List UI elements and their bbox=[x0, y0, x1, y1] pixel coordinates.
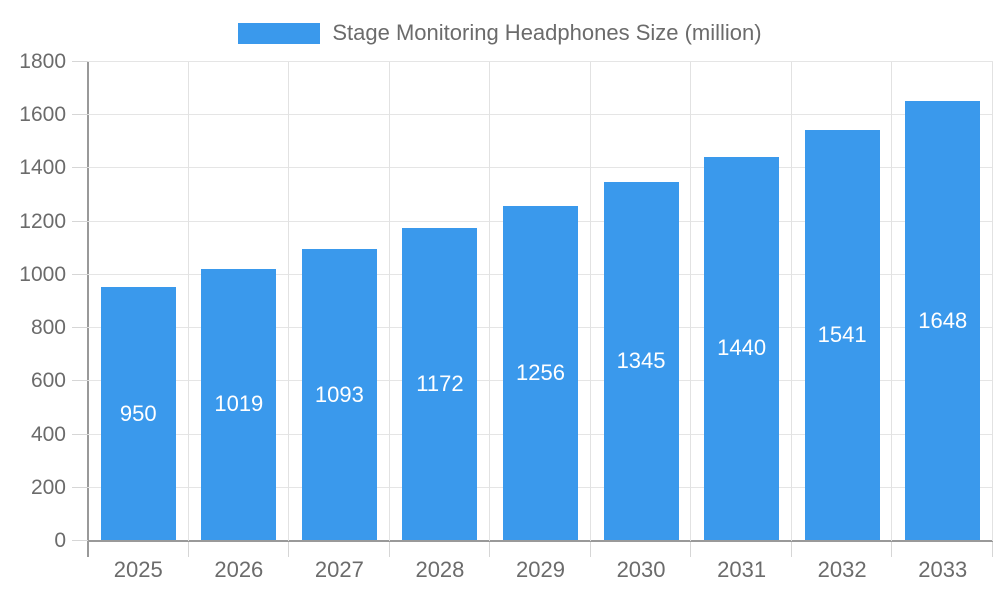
x-axis-label: 2031 bbox=[717, 557, 767, 582]
bar[interactable]: 1440 bbox=[704, 156, 780, 540]
x-axis-label: 2033 bbox=[918, 557, 968, 582]
bar-value-label: 1172 bbox=[416, 371, 464, 397]
y-axis-tick bbox=[72, 61, 88, 62]
x-gridline bbox=[790, 62, 792, 541]
x-axis-line bbox=[87, 540, 993, 542]
bar[interactable]: 1019 bbox=[201, 268, 277, 540]
bar[interactable]: 1541 bbox=[804, 129, 880, 540]
y-axis-tick bbox=[72, 540, 88, 541]
y-axis-label: 1000 bbox=[19, 262, 66, 286]
y-gridline bbox=[88, 61, 993, 62]
y-gridline bbox=[88, 114, 993, 116]
bar-value-label: 1019 bbox=[214, 391, 264, 417]
x-gridline bbox=[187, 62, 189, 541]
x-axis-tick bbox=[288, 542, 290, 557]
y-axis-tick bbox=[72, 380, 88, 382]
y-gridline bbox=[88, 167, 993, 169]
y-axis-label: 1600 bbox=[19, 103, 66, 127]
x-axis-label: 2026 bbox=[214, 557, 264, 582]
bar[interactable]: 950 bbox=[100, 287, 176, 540]
y-axis-label: 400 bbox=[30, 422, 66, 446]
x-axis-label: 2029 bbox=[516, 557, 565, 582]
x-axis-tick bbox=[790, 542, 792, 557]
x-axis-tick bbox=[388, 542, 390, 557]
bar-value-label: 1093 bbox=[314, 381, 364, 407]
y-axis-tick bbox=[72, 167, 88, 169]
x-axis-tick bbox=[489, 542, 491, 557]
bar[interactable]: 1256 bbox=[503, 205, 578, 540]
y-axis-label: 600 bbox=[30, 369, 66, 393]
plot-area: 950 1019 1093 1172 1256 1345 1440 1541 1648 bbox=[72, 61, 993, 557]
x-gridline bbox=[388, 62, 390, 541]
y-axis-tick bbox=[72, 220, 88, 222]
x-axis-label: 2030 bbox=[616, 557, 666, 582]
bar-value-label: 1440 bbox=[717, 335, 767, 361]
x-axis-label: 2032 bbox=[817, 557, 867, 582]
x-gridline bbox=[992, 62, 993, 541]
legend-label: Stage Monitoring Headphones Size (millio… bbox=[332, 20, 762, 45]
x-gridline bbox=[589, 62, 591, 541]
x-gridline bbox=[288, 62, 290, 541]
bar-value-label: 950 bbox=[119, 400, 157, 426]
y-axis-tick bbox=[72, 486, 88, 488]
y-axis-label: 200 bbox=[30, 475, 66, 499]
y-axis-label: 800 bbox=[30, 316, 66, 340]
bar-value-label: 1541 bbox=[817, 321, 867, 347]
chart-legend[interactable]: Stage Monitoring Headphones Size (millio… bbox=[0, 20, 1000, 46]
x-axis-tick bbox=[589, 542, 591, 557]
y-axis-label: 0 bbox=[54, 529, 66, 552]
bar-value-label: 1345 bbox=[616, 348, 666, 374]
bar[interactable]: 1648 bbox=[905, 101, 981, 540]
x-gridline bbox=[489, 62, 491, 541]
y-axis-tick bbox=[72, 273, 88, 275]
x-axis-tick bbox=[187, 542, 189, 557]
y-axis-tick bbox=[72, 433, 88, 435]
bar-value-label: 1648 bbox=[918, 307, 968, 333]
bar[interactable]: 1345 bbox=[603, 182, 679, 540]
y-axis-line bbox=[87, 62, 89, 557]
x-axis-tick bbox=[992, 542, 993, 557]
x-axis-label: 2025 bbox=[113, 557, 163, 582]
y-axis-label: 1400 bbox=[19, 156, 66, 180]
x-axis-label: 2027 bbox=[314, 557, 364, 582]
bar[interactable]: 1172 bbox=[402, 228, 478, 540]
x-axis-tick bbox=[690, 542, 692, 557]
y-axis-tick bbox=[72, 114, 88, 116]
x-axis-label: 2028 bbox=[415, 557, 465, 582]
y-axis-label: 1800 bbox=[19, 50, 66, 73]
y-axis-tick bbox=[72, 327, 88, 329]
x-gridline bbox=[891, 62, 893, 541]
y-axis-label: 1200 bbox=[19, 209, 66, 233]
bar[interactable]: 1093 bbox=[301, 249, 377, 540]
legend-swatch bbox=[238, 22, 321, 44]
x-axis-tick bbox=[891, 542, 893, 557]
x-gridline bbox=[690, 62, 692, 541]
bar-value-label: 1256 bbox=[516, 359, 565, 385]
